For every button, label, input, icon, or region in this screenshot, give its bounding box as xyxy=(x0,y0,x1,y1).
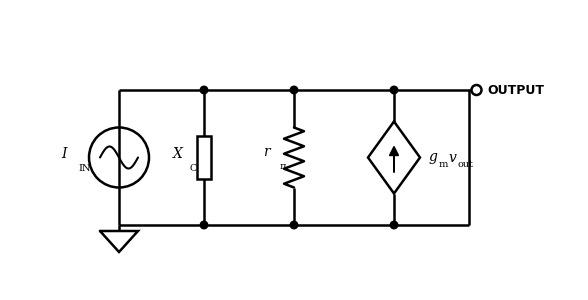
Text: C: C xyxy=(190,164,198,173)
Text: π: π xyxy=(280,162,286,171)
Text: IN: IN xyxy=(78,164,91,173)
Text: out: out xyxy=(458,160,474,169)
Text: I: I xyxy=(62,146,67,161)
Circle shape xyxy=(390,221,397,229)
Text: r: r xyxy=(263,146,270,160)
Circle shape xyxy=(290,86,298,94)
Text: g: g xyxy=(429,151,438,164)
Circle shape xyxy=(201,86,208,94)
Circle shape xyxy=(472,85,482,95)
FancyArrow shape xyxy=(389,146,399,172)
Text: v: v xyxy=(448,151,456,164)
Text: OUTPUT: OUTPUT xyxy=(487,83,544,97)
Bar xyxy=(197,136,211,179)
Text: m: m xyxy=(439,160,449,169)
Circle shape xyxy=(390,86,397,94)
Text: X: X xyxy=(173,146,183,161)
Circle shape xyxy=(201,221,208,229)
Circle shape xyxy=(290,221,298,229)
